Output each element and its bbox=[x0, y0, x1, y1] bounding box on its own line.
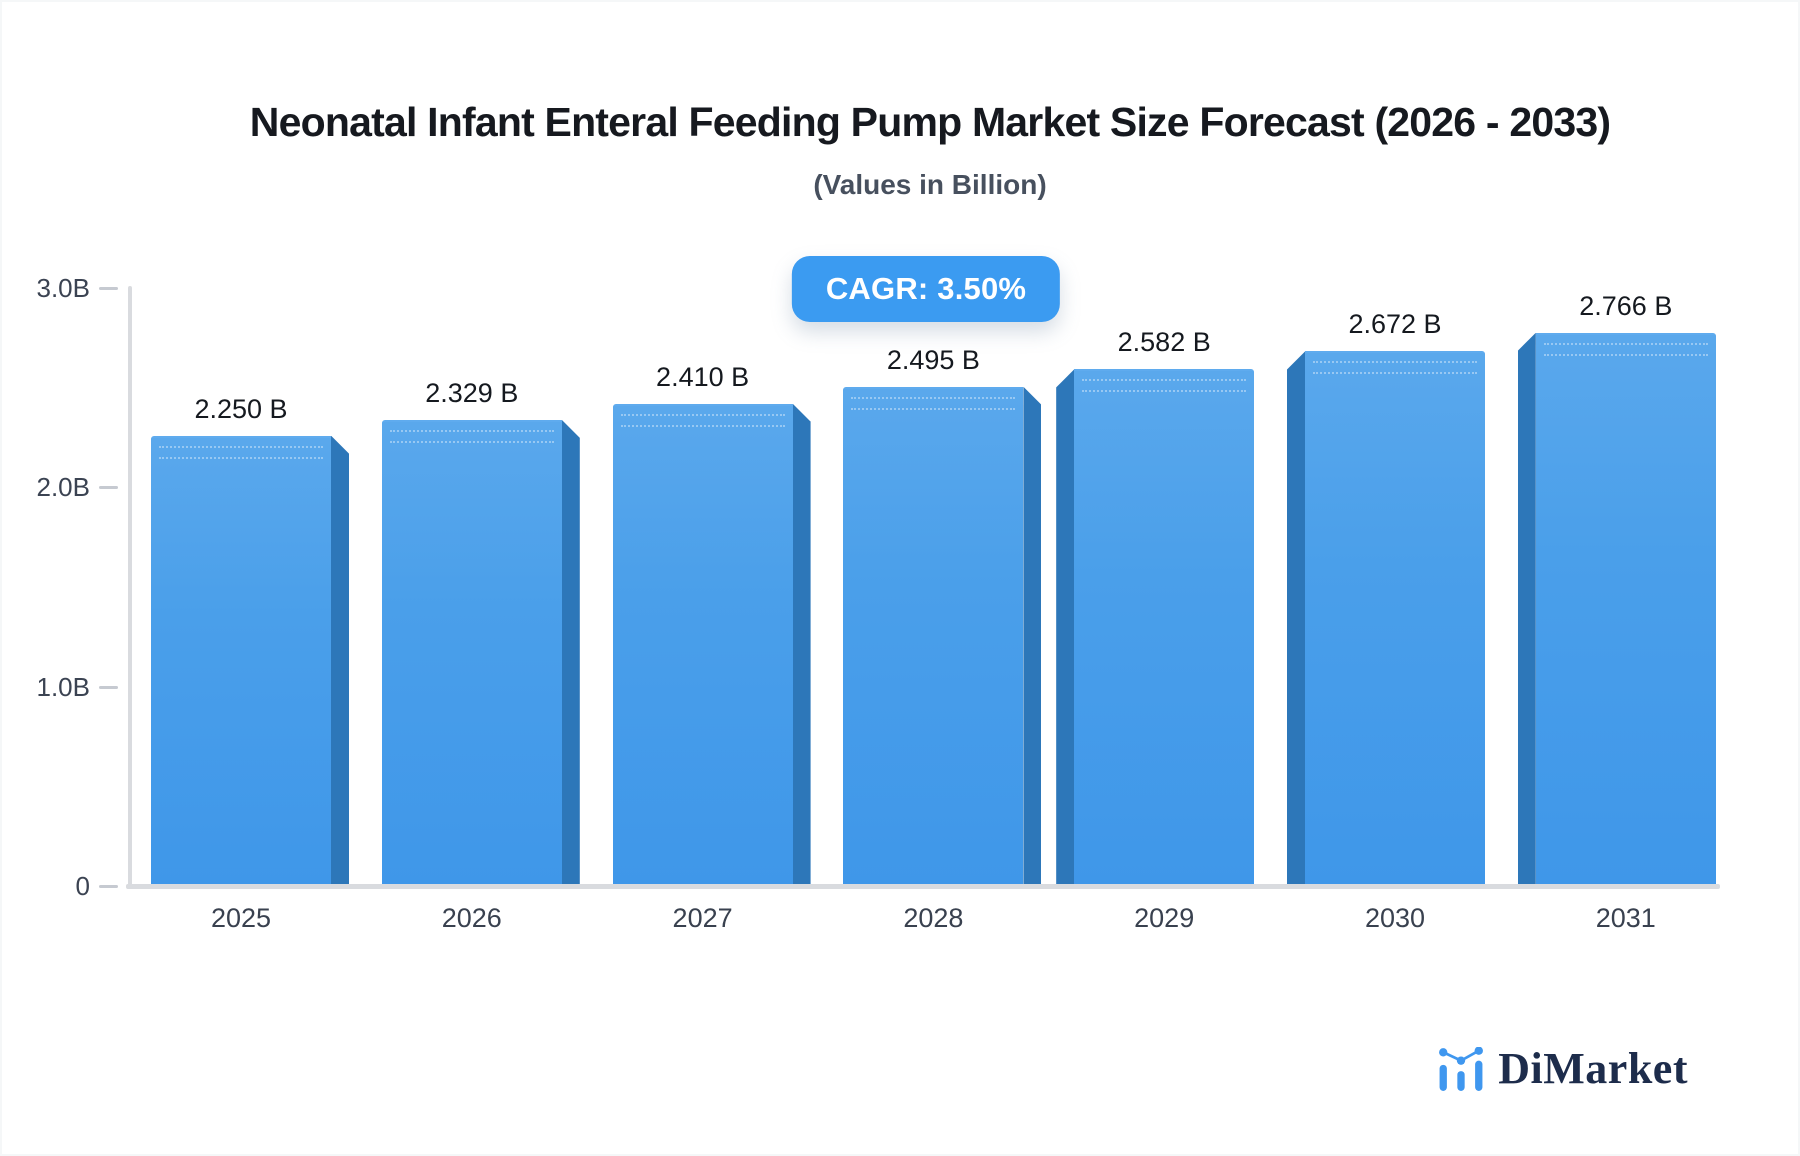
bar-face bbox=[381, 419, 562, 884]
x-axis-label-2026: 2026 bbox=[441, 903, 502, 933]
x-axis-label-2027: 2027 bbox=[672, 903, 733, 933]
bar-face bbox=[1074, 369, 1255, 884]
bar-2025 bbox=[151, 435, 349, 884]
y-tick-dash bbox=[99, 486, 118, 490]
bar-3d-side bbox=[1056, 369, 1075, 884]
bar-face bbox=[151, 435, 331, 884]
bar-3d-side bbox=[1517, 332, 1536, 884]
x-axis-label-2031: 2031 bbox=[1595, 903, 1656, 933]
x-axis-label-2028: 2028 bbox=[903, 903, 964, 933]
bar-value-label-2025: 2.250 B bbox=[194, 393, 288, 424]
bar-face bbox=[1535, 332, 1716, 884]
bar-face bbox=[843, 386, 1024, 884]
bar-face bbox=[1305, 351, 1485, 884]
brand-name: DiMarket bbox=[1498, 1044, 1688, 1093]
chart-subtitle: (Values in Billion) bbox=[813, 169, 1047, 200]
bar-2027 bbox=[612, 403, 811, 884]
bar-value-label-2028: 2.495 B bbox=[886, 344, 980, 375]
bar-3d-side bbox=[331, 435, 349, 884]
y-tick-dash bbox=[99, 885, 118, 888]
bar-3d-side bbox=[1287, 351, 1305, 884]
bar-value-label-2031: 2.766 B bbox=[1579, 290, 1673, 321]
bar-face bbox=[612, 403, 793, 884]
bar-2031 bbox=[1517, 332, 1716, 884]
y-tick-dash bbox=[99, 685, 118, 689]
y-axis-line bbox=[128, 286, 132, 888]
x-axis-label-2025: 2025 bbox=[210, 903, 272, 933]
bar-2029 bbox=[1056, 369, 1255, 884]
bar-value-label-2029: 2.582 B bbox=[1117, 327, 1211, 358]
bar-2028 bbox=[843, 386, 1042, 884]
brand-logo: DiMarket bbox=[1438, 1044, 1688, 1094]
bar-chart-logo-icon bbox=[1438, 1047, 1484, 1091]
x-axis-line bbox=[126, 884, 1720, 889]
x-axis-label-2030: 2030 bbox=[1364, 903, 1426, 933]
bar-3d-side bbox=[792, 403, 811, 884]
cagr-badge: CAGR: 3.50% bbox=[791, 256, 1061, 322]
y-tick-dash bbox=[99, 287, 118, 291]
bar-value-label-2026: 2.329 B bbox=[425, 377, 519, 408]
y-axis-label: 2.0B bbox=[36, 472, 91, 503]
bar-2030 bbox=[1287, 351, 1485, 884]
y-axis-label: 3.0B bbox=[36, 273, 91, 304]
bar-3d-side bbox=[561, 419, 580, 884]
bar-value-label-2027: 2.410 B bbox=[656, 361, 750, 392]
chart-title: Neonatal Infant Enteral Feeding Pump Mar… bbox=[249, 99, 1611, 145]
bar-value-label-2030: 2.672 B bbox=[1348, 309, 1442, 340]
x-axis-label-2029: 2029 bbox=[1134, 903, 1195, 933]
y-axis-label: 1.0B bbox=[36, 671, 91, 702]
y-axis-label: 0 bbox=[75, 871, 90, 901]
bar-3d-side bbox=[1023, 386, 1042, 884]
bar-2026 bbox=[381, 419, 580, 884]
